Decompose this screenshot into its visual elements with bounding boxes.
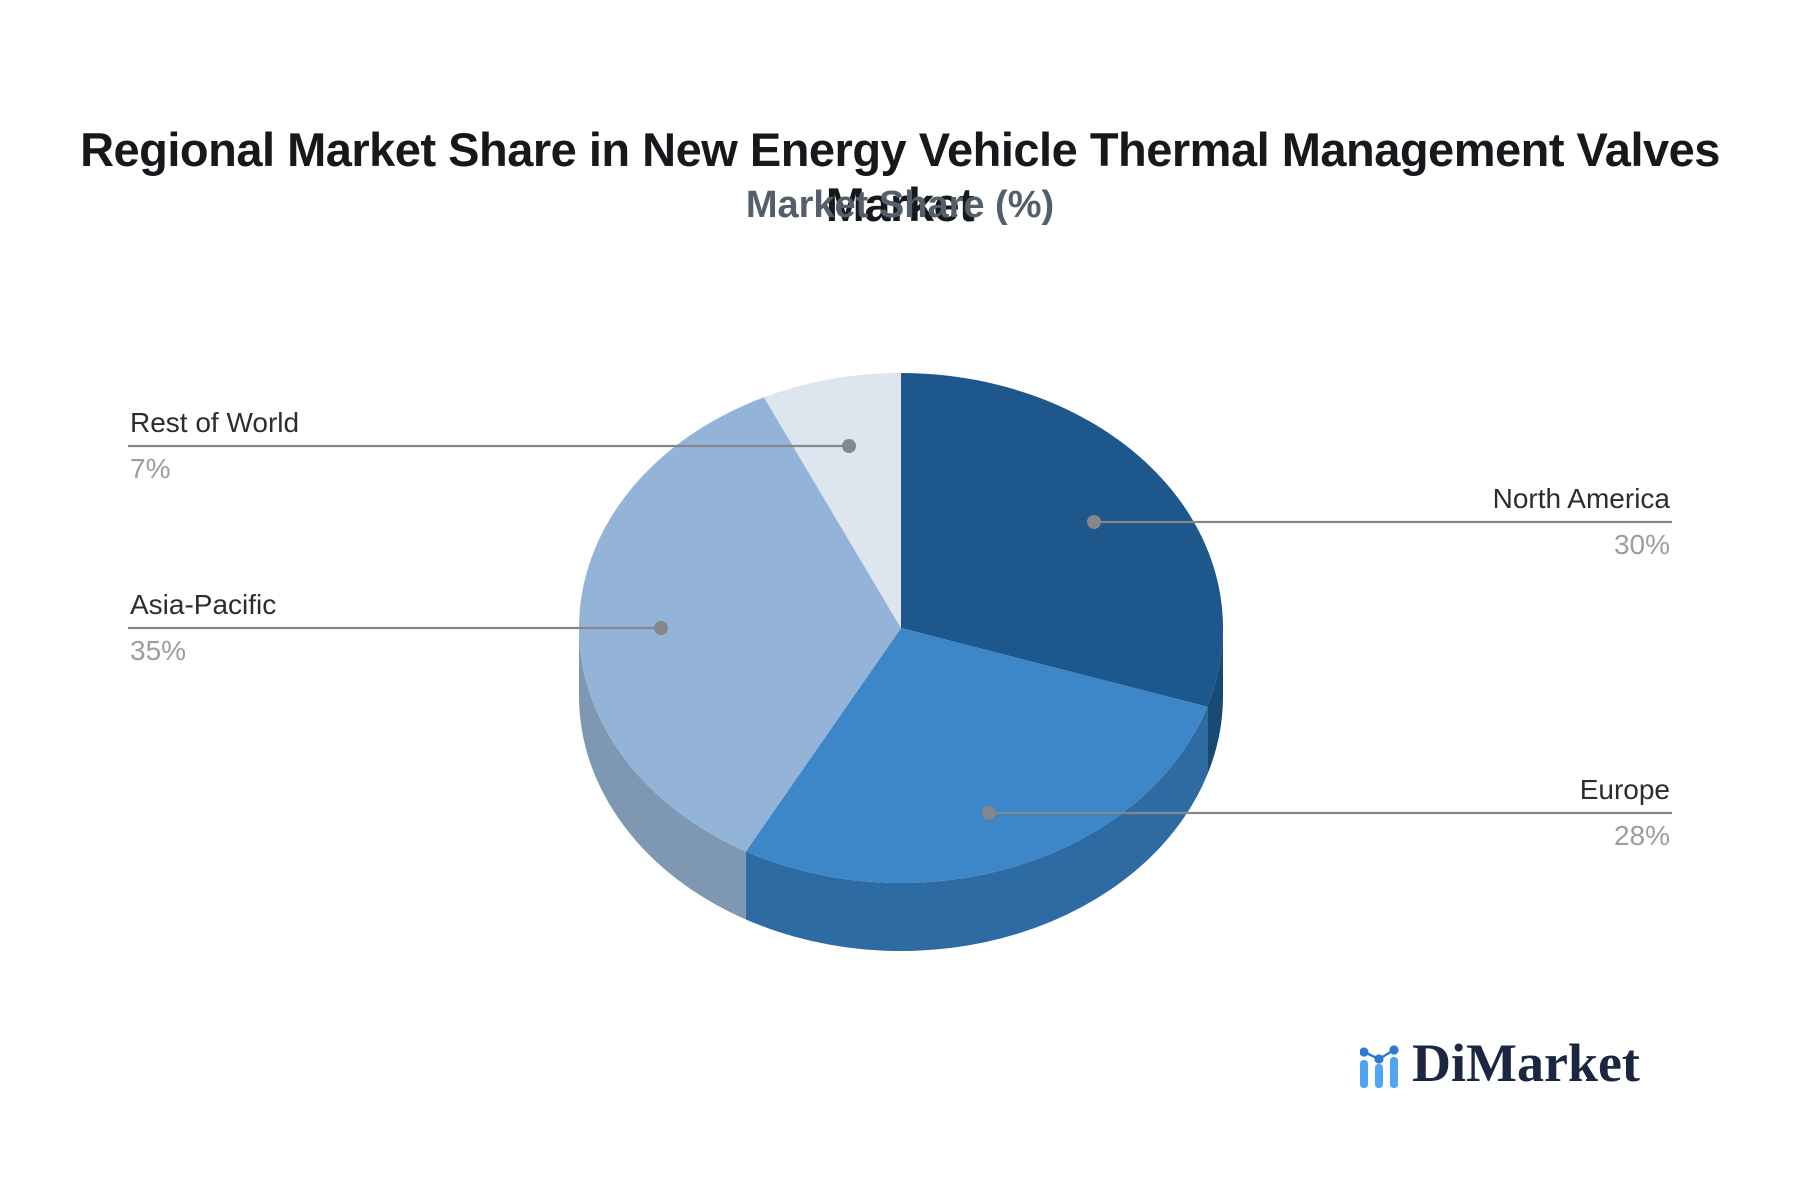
dimarket-logo: DiMarket [1360,1033,1640,1093]
pie-slice-asia-pacific[interactable] [579,397,901,852]
slice-label: North America [1492,483,1670,514]
chart-subtitle: Market Share (%) [745,184,1055,226]
slice-label: Europe [1579,774,1670,805]
callout-dot-north-america [1087,515,1101,529]
callout-rest-of-world: Rest of World 7% [130,406,550,486]
pie-slice-europe[interactable] [745,628,1208,884]
slice-label: Asia-Pacific [130,589,277,620]
pie-slice-side-asia-pacific [579,628,746,920]
pie-slice-north-america[interactable] [901,373,1223,707]
pie-slice-rest-of-world[interactable] [763,373,901,628]
pie-slice-side-north-america [1207,628,1223,775]
callout-dot-rest-of-world [842,439,856,453]
callout-dot-europe [982,806,996,820]
callout-asia-pacific: Asia-Pacific 35% [130,588,550,668]
chart-title: Regional Market Share in New Energy Vehi… [80,123,1720,231]
bar-chart-logo-icon [1360,1045,1399,1088]
slice-percent: 30% [1613,529,1670,560]
callout-north-america: North America 30% [1250,482,1670,562]
callout-dot-asia-pacific [654,621,668,635]
slice-percent: 35% [130,635,187,666]
pie-slice-side-europe [745,706,1208,951]
slice-label: Rest of World [130,407,300,438]
callout-europe: Europe 28% [1250,773,1670,853]
slice-percent: 28% [1613,820,1670,851]
slice-percent: 7% [130,453,171,484]
logo-text: DiMarket [1412,1033,1640,1093]
